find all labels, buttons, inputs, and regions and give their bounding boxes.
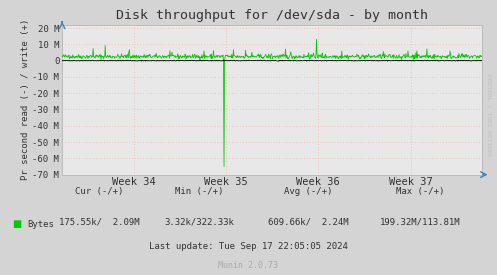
Y-axis label: Pr second read (-) / write (+): Pr second read (-) / write (+): [21, 19, 30, 180]
Text: Munin 2.0.73: Munin 2.0.73: [219, 261, 278, 270]
Text: 609.66k/  2.24M: 609.66k/ 2.24M: [268, 217, 348, 226]
Text: Max (-/+): Max (-/+): [396, 187, 444, 196]
Text: Min (-/+): Min (-/+): [174, 187, 223, 196]
Text: 199.32M/113.81M: 199.32M/113.81M: [380, 217, 460, 226]
Text: Last update: Tue Sep 17 22:05:05 2024: Last update: Tue Sep 17 22:05:05 2024: [149, 242, 348, 251]
Text: 175.55k/  2.09M: 175.55k/ 2.09M: [59, 217, 140, 226]
Title: Disk throughput for /dev/sda - by month: Disk throughput for /dev/sda - by month: [116, 9, 428, 22]
Text: Bytes: Bytes: [27, 220, 54, 229]
Text: 3.32k/322.33k: 3.32k/322.33k: [164, 217, 234, 226]
Text: ■: ■: [12, 219, 22, 229]
Text: Cur (-/+): Cur (-/+): [75, 187, 124, 196]
Text: Avg (-/+): Avg (-/+): [284, 187, 332, 196]
Text: RRDTOOL / TOBI OETIKER: RRDTOOL / TOBI OETIKER: [486, 74, 491, 157]
